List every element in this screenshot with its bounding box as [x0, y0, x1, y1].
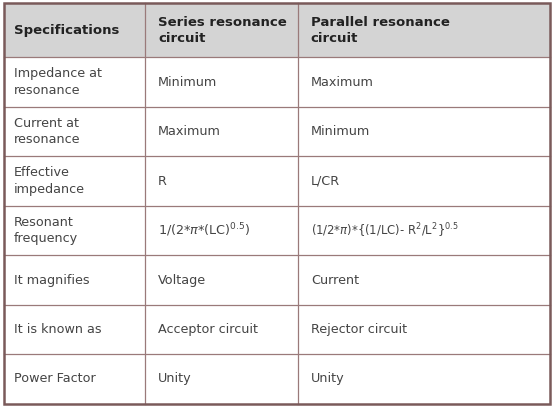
Bar — [4, 305, 550, 354]
Text: Unity: Unity — [158, 372, 192, 385]
Text: Power Factor: Power Factor — [14, 372, 96, 385]
Text: (1/2*$\pi$)*{(1/LC)- R$^2$/L$^2$}$^{0.5}$: (1/2*$\pi$)*{(1/LC)- R$^2$/L$^2$}$^{0.5}… — [311, 221, 459, 240]
Text: Current at
resonance: Current at resonance — [14, 117, 80, 146]
Text: Maximum: Maximum — [311, 76, 373, 89]
Bar — [4, 107, 550, 156]
Text: Minimum: Minimum — [311, 125, 370, 138]
Text: Acceptor circuit: Acceptor circuit — [158, 323, 258, 336]
Bar — [4, 156, 550, 206]
Text: It is known as: It is known as — [14, 323, 101, 336]
Text: Resonant
frequency: Resonant frequency — [14, 216, 78, 245]
Text: Effective
impedance: Effective impedance — [14, 166, 85, 196]
Text: R: R — [158, 175, 167, 188]
Text: L/CR: L/CR — [311, 175, 340, 188]
Text: Current: Current — [311, 274, 359, 287]
Bar — [4, 206, 550, 255]
Text: Series resonance
circuit: Series resonance circuit — [158, 15, 286, 45]
Text: Minimum: Minimum — [158, 76, 217, 89]
Bar — [4, 255, 550, 305]
Text: Unity: Unity — [311, 372, 345, 385]
Text: 1/(2*$\pi$*(LC)$^{0.5}$): 1/(2*$\pi$*(LC)$^{0.5}$) — [158, 222, 250, 239]
Text: Impedance at
resonance: Impedance at resonance — [14, 67, 102, 97]
Text: Rejector circuit: Rejector circuit — [311, 323, 407, 336]
Bar — [4, 354, 550, 404]
Bar — [4, 3, 550, 57]
Text: Parallel resonance
circuit: Parallel resonance circuit — [311, 15, 450, 45]
Bar — [4, 57, 550, 107]
Text: It magnifies: It magnifies — [14, 274, 90, 287]
Text: Maximum: Maximum — [158, 125, 220, 138]
Text: Voltage: Voltage — [158, 274, 206, 287]
Text: Specifications: Specifications — [14, 24, 119, 37]
